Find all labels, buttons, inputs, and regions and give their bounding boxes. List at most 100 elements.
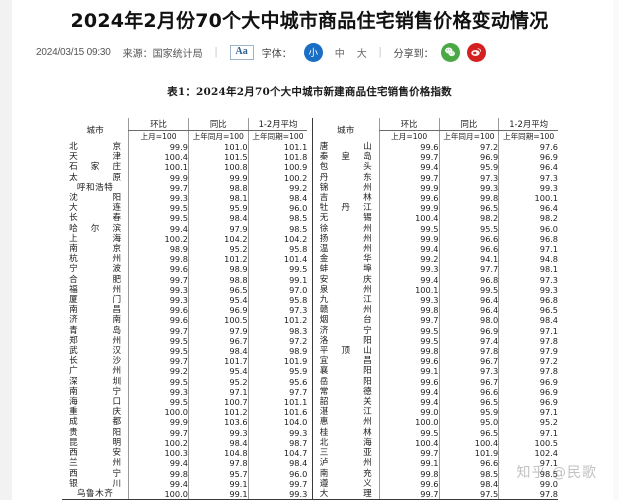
value-avg-right: 96.4 [498, 162, 558, 173]
font-size-small-button[interactable]: 小 [303, 42, 323, 62]
city-label: 海口 [69, 397, 122, 408]
value-yoy-left: 101.2 [187, 407, 249, 418]
value-mom-right: 99.1 [378, 458, 440, 469]
value-mom-left: 100.3 [128, 448, 189, 459]
city-label: 桂林 [319, 427, 372, 438]
value-mom-left: 99.5 [128, 376, 189, 387]
value-yoy-left: 96.7 [187, 335, 249, 347]
city-label: 洛阳 [319, 335, 372, 346]
city-name-right: 惠州 [311, 417, 380, 428]
table-row: 西宁 99.8 95.7 96.0 南充 99.8 98.5 98.5 [62, 468, 558, 479]
value-avg-right: 97.3 [498, 274, 558, 285]
city-name-right: 三亚 [311, 448, 380, 459]
city-name-right: 南充 [311, 468, 380, 479]
city-name-left: 长沙 [62, 356, 129, 366]
city-label: 昆明 [69, 437, 122, 448]
city-name-left: 海口 [62, 397, 129, 407]
city-label: 湛江 [319, 407, 372, 418]
city-name-left: 银川 [62, 479, 129, 489]
city-name-left: 福州 [62, 285, 129, 295]
weibo-icon[interactable] [466, 42, 486, 62]
city-label: 合肥 [69, 274, 122, 285]
value-yoy-left: 95.2 [187, 244, 249, 255]
city-label: 九江 [319, 295, 372, 306]
header-city-right: 城市 [311, 118, 380, 142]
value-avg-right: 97.1 [498, 325, 558, 336]
value-yoy-right: 97.4 [438, 335, 499, 347]
city-label: 南充 [319, 468, 372, 479]
city-name-right: 常德 [311, 386, 380, 398]
font-size-medium-button[interactable]: 中 [334, 48, 345, 60]
value-mom-left: 99.9 [128, 142, 189, 153]
city-name-left: 合肥 [62, 275, 129, 285]
value-avg-left: 98.9 [247, 346, 308, 357]
value-yoy-left: 103.6 [187, 417, 249, 428]
value-mom-left: 99.6 [128, 264, 189, 275]
value-mom-left: 99.5 [128, 213, 189, 224]
table-row: 长春 99.5 98.4 98.5 无锡 100.4 98.2 98.2 [62, 213, 558, 224]
city-name-right: 大理 [311, 488, 380, 500]
city-label: 西安 [69, 448, 122, 459]
city-label: 锦州 [319, 182, 372, 193]
city-label: 乌鲁木齐 [76, 488, 114, 499]
value-yoy-right: 96.6 [438, 386, 499, 398]
city-name-left: 青岛 [62, 326, 129, 336]
city-label: 宜昌 [319, 356, 372, 367]
city-label: 包头 [319, 162, 372, 173]
value-yoy-left: 97.9 [187, 325, 249, 336]
toolbar-divider-2: | [378, 46, 382, 58]
value-yoy-right: 98.5 [438, 468, 499, 479]
value-mom-left: 99.5 [128, 397, 189, 408]
value-avg-right: 96.0 [498, 223, 558, 234]
table-row: 济南 99.6 100.5 101.2 烟台 99.7 98.0 98.4 [62, 315, 558, 326]
value-avg-right: 100.1 [498, 193, 558, 204]
city-name-left: 昆明 [62, 438, 129, 448]
value-avg-right: 94.8 [498, 254, 558, 265]
font-aa-button[interactable]: Aa [229, 44, 254, 60]
value-mom-right: 99.0 [378, 407, 440, 418]
value-avg-left: 97.7 [247, 386, 308, 398]
value-mom-right: 99.8 [378, 468, 440, 479]
city-label: 吉林 [319, 193, 372, 204]
value-avg-right: 97.9 [498, 346, 558, 357]
city-name-left: 杭州 [62, 254, 129, 264]
value-avg-right: 98.5 [498, 468, 558, 479]
city-name-right: 岳阳 [311, 376, 380, 387]
city-label: 蚌埠 [319, 264, 372, 275]
value-yoy-right: 96.7 [438, 356, 499, 367]
city-name-right: 无锡 [311, 213, 380, 224]
table-row: 兰州 99.4 97.8 98.4 泸州 99.1 96.6 97.1 [62, 458, 558, 469]
city-label: 徐州 [319, 223, 372, 234]
value-mom-left: 99.3 [128, 284, 189, 296]
value-yoy-right: 96.8 [438, 274, 499, 285]
value-yoy-right: 98.2 [438, 213, 499, 224]
table-row: 重庆 100.0 101.2 101.6 湛江 99.0 95.9 97.1 [62, 407, 558, 418]
page-right-gutter [613, 0, 619, 500]
value-mom-left: 99.8 [128, 468, 189, 479]
value-avg-right: 97.8 [498, 335, 558, 347]
value-yoy-left: 95.9 [187, 203, 249, 214]
font-size-large-button[interactable]: 大 [356, 48, 367, 60]
value-mom-left: 100.4 [128, 152, 189, 163]
value-avg-right: 96.8 [498, 233, 558, 245]
value-avg-left: 99.3 [247, 488, 308, 500]
value-avg-left: 101.1 [247, 142, 308, 153]
wechat-icon[interactable] [440, 42, 460, 62]
table-row: 广州 99.2 95.4 95.9 襄阳 99.1 97.3 97.8 [62, 366, 558, 377]
value-yoy-right: 97.2 [438, 142, 499, 153]
value-yoy-right: 95.9 [438, 162, 499, 173]
price-index-table: 城市 环比 同比 1-2月平均 城市 环比 同比 1-2月平均 上月=100 上… [62, 118, 558, 500]
table-row: 深圳 99.5 95.2 95.6 岳阳 99.6 96.7 96.9 [62, 376, 558, 387]
city-name-left: 南京 [62, 244, 129, 254]
city-label: 厦门 [69, 295, 122, 306]
city-label: 武汉 [69, 346, 122, 357]
city-label: 泉州 [319, 284, 372, 295]
city-name-left: 广州 [62, 366, 129, 376]
value-yoy-right: 97.3 [438, 366, 499, 377]
table-header-row-group: 城市 环比 同比 1-2月平均 城市 环比 同比 1-2月平均 [62, 118, 558, 142]
value-mom-right: 99.7 [378, 448, 440, 459]
city-label: 岳阳 [319, 376, 372, 387]
value-avg-left: 99.2 [247, 182, 308, 194]
table-caption: 表1：2024年2月70个大中城市新建商品住宅销售价格指数 [167, 86, 452, 98]
value-yoy-right: 96.9 [438, 325, 499, 336]
